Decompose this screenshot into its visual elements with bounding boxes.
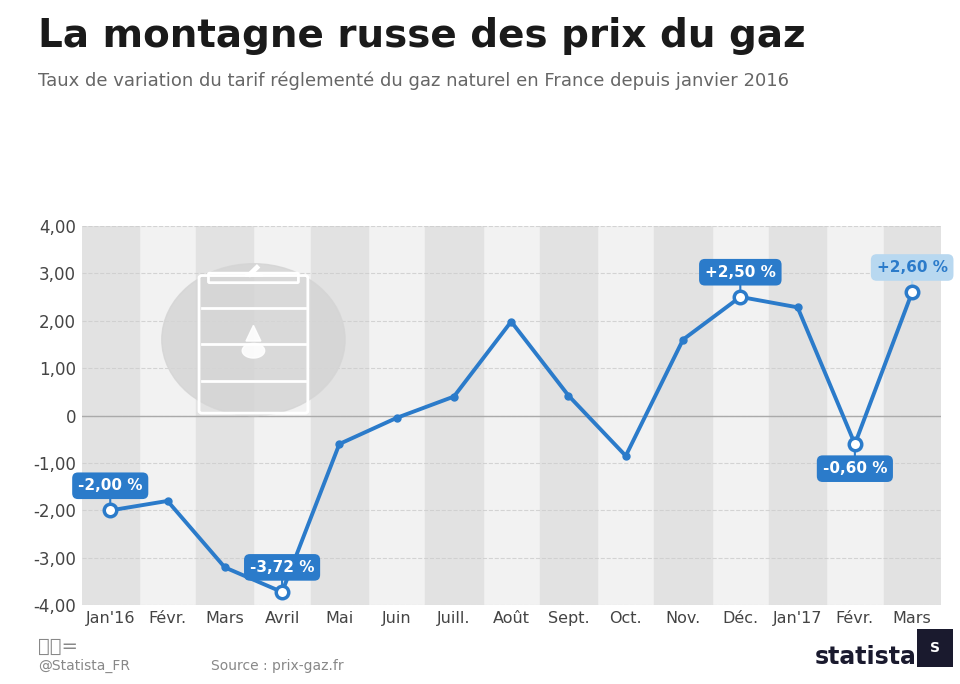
Text: -0,60 %: -0,60 % [823, 461, 887, 476]
Polygon shape [246, 326, 261, 341]
Text: Ⓒⓘ=: Ⓒⓘ= [38, 637, 79, 656]
Bar [540, 226, 597, 605]
Text: -2,00 %: -2,00 % [78, 478, 142, 493]
Bar [311, 226, 368, 605]
Bar [82, 226, 139, 605]
Bar [883, 226, 941, 605]
Bar [425, 226, 483, 605]
Text: +2,60 %: +2,60 % [876, 260, 948, 275]
Text: Source : prix-gaz.fr: Source : prix-gaz.fr [211, 659, 344, 672]
Text: -3,72 %: -3,72 % [250, 560, 314, 575]
Text: @Statista_FR: @Statista_FR [38, 659, 131, 672]
Bar [196, 226, 253, 605]
Text: S: S [930, 641, 940, 655]
Polygon shape [242, 343, 265, 358]
Bar [655, 226, 711, 605]
Text: statista: statista [815, 644, 917, 669]
Bar [769, 226, 827, 605]
Circle shape [162, 264, 345, 415]
Text: Taux de variation du tarif réglementé du gaz naturel en France depuis janvier 20: Taux de variation du tarif réglementé du… [38, 72, 789, 90]
Text: +2,50 %: +2,50 % [705, 265, 776, 280]
Text: La montagne russe des prix du gaz: La montagne russe des prix du gaz [38, 17, 806, 55]
